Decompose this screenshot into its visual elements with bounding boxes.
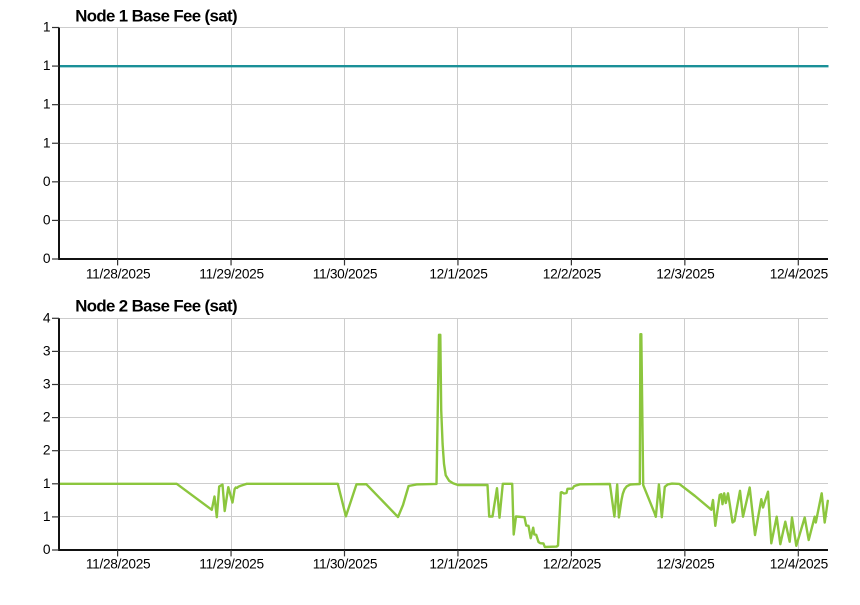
svg-text:1: 1 bbox=[43, 476, 51, 491]
svg-text:0: 0 bbox=[43, 542, 51, 557]
svg-text:12/2/2025: 12/2/2025 bbox=[543, 267, 602, 282]
svg-text:0: 0 bbox=[43, 174, 51, 189]
svg-text:11/28/2025: 11/28/2025 bbox=[86, 267, 151, 282]
svg-text:11/30/2025: 11/30/2025 bbox=[313, 556, 378, 571]
svg-text:1: 1 bbox=[43, 58, 51, 73]
svg-text:Node 1 Base Fee (sat): Node 1 Base Fee (sat) bbox=[75, 6, 237, 25]
svg-text:1: 1 bbox=[43, 20, 51, 35]
svg-text:1: 1 bbox=[43, 97, 51, 112]
svg-text:12/1/2025: 12/1/2025 bbox=[429, 267, 488, 282]
svg-text:11/28/2025: 11/28/2025 bbox=[86, 556, 151, 571]
svg-text:4: 4 bbox=[43, 310, 51, 325]
svg-text:11/30/2025: 11/30/2025 bbox=[313, 267, 378, 282]
svg-text:12/4/2025: 12/4/2025 bbox=[770, 267, 829, 282]
svg-text:12/1/2025: 12/1/2025 bbox=[429, 556, 488, 571]
svg-text:2: 2 bbox=[43, 410, 51, 425]
svg-text:1: 1 bbox=[43, 509, 51, 524]
svg-text:12/4/2025: 12/4/2025 bbox=[770, 556, 829, 571]
svg-text:0: 0 bbox=[43, 212, 51, 227]
svg-text:1: 1 bbox=[43, 135, 51, 150]
svg-text:2: 2 bbox=[43, 443, 51, 458]
svg-text:Node 2 Base Fee (sat): Node 2 Base Fee (sat) bbox=[75, 297, 237, 316]
svg-text:12/2/2025: 12/2/2025 bbox=[543, 556, 602, 571]
svg-text:12/3/2025: 12/3/2025 bbox=[656, 556, 715, 571]
svg-text:12/3/2025: 12/3/2025 bbox=[656, 267, 715, 282]
svg-text:3: 3 bbox=[43, 343, 51, 358]
svg-text:11/29/2025: 11/29/2025 bbox=[199, 267, 264, 282]
svg-text:11/29/2025: 11/29/2025 bbox=[199, 556, 264, 571]
svg-text:0: 0 bbox=[43, 251, 51, 266]
svg-text:3: 3 bbox=[43, 377, 51, 392]
